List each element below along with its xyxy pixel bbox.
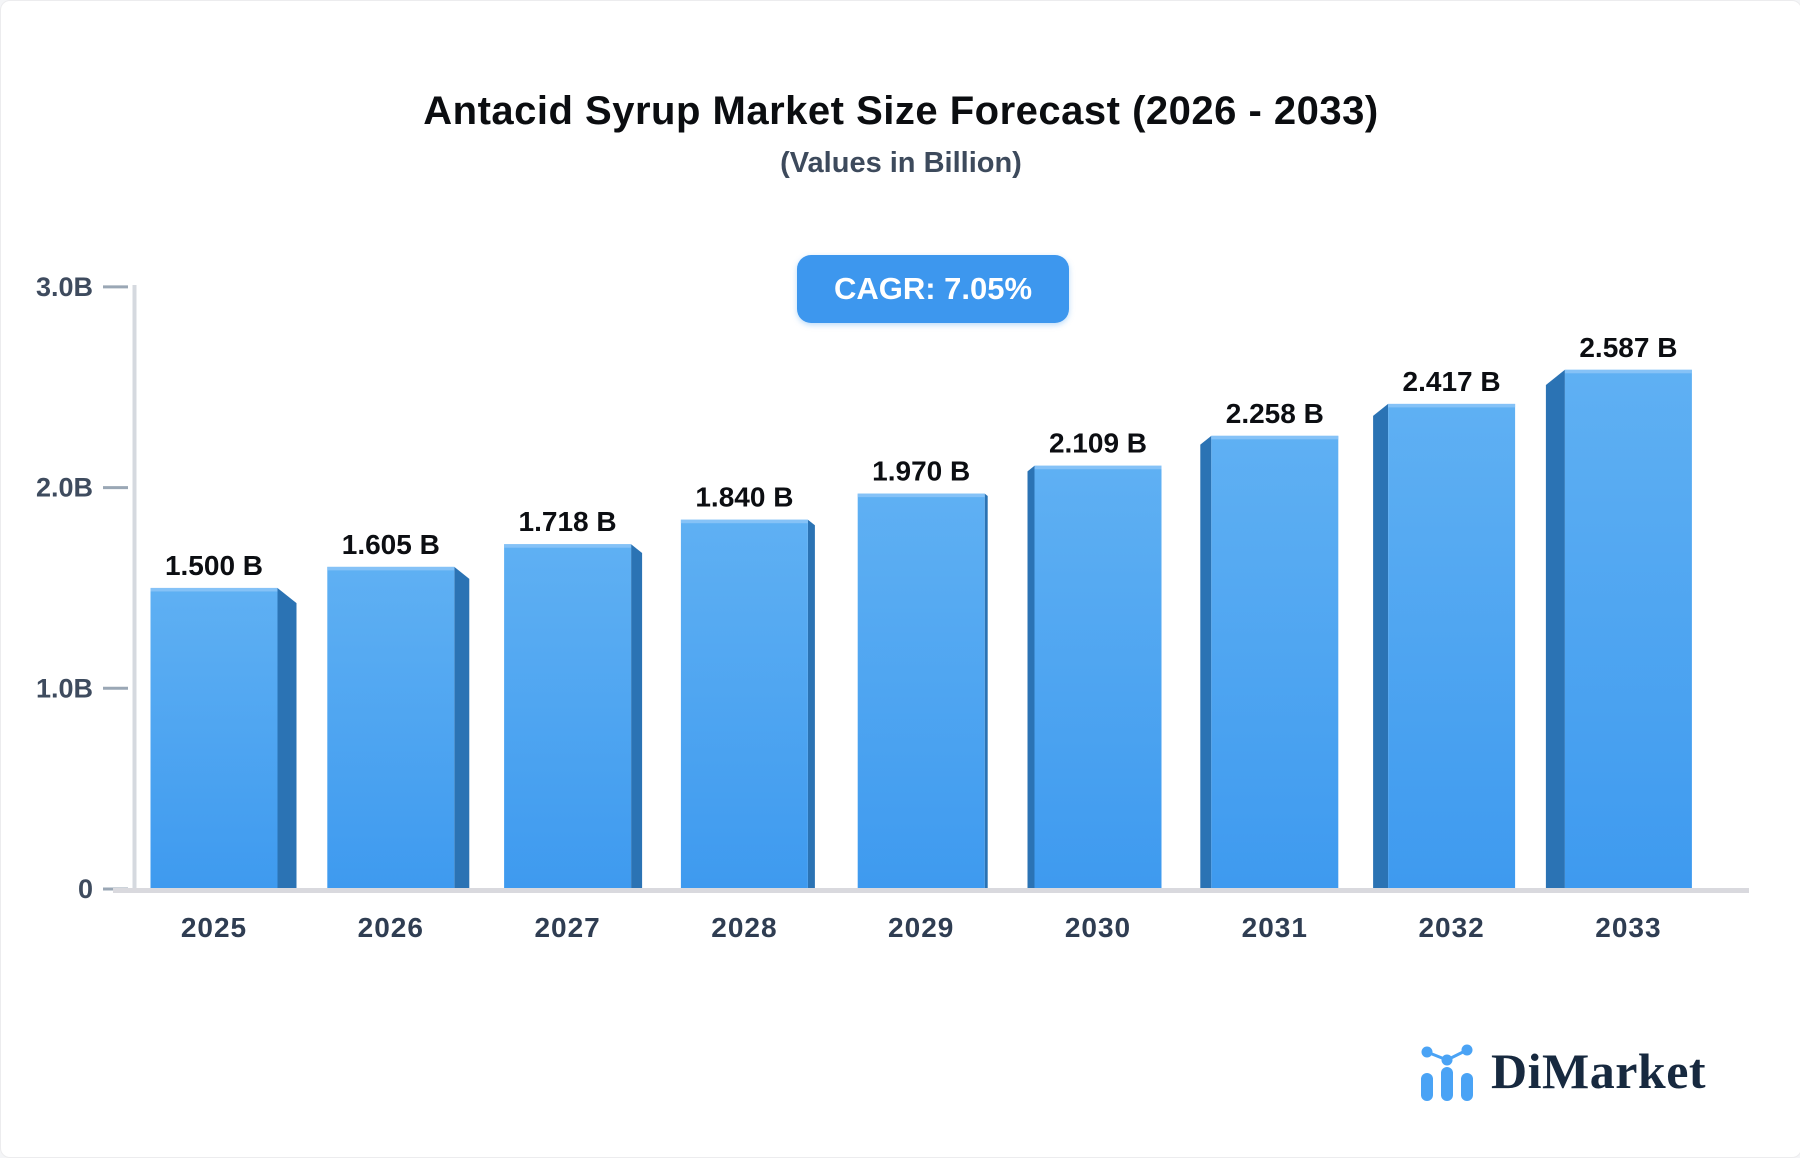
- bar-top-highlight: [857, 493, 985, 498]
- dimarket-logo-text: DiMarket: [1491, 1043, 1707, 1099]
- bar: [1388, 403, 1516, 889]
- chart-title: Antacid Syrup Market Size Forecast (2026…: [423, 89, 1379, 133]
- bar-value-label: 1.840 B: [695, 482, 793, 513]
- y-tick-label: 2.0B: [36, 473, 93, 503]
- chart-subtitle: (Values in Billion): [780, 147, 1022, 179]
- bar-side-face: [1027, 465, 1035, 889]
- bar-side-face: [631, 544, 643, 889]
- y-tick-label: 0: [78, 874, 93, 904]
- x-category-label: 2025: [181, 912, 247, 943]
- bar-side-face: [984, 493, 988, 889]
- x-category-label: 2027: [534, 912, 600, 943]
- bar-side-face: [1545, 369, 1565, 890]
- x-category-label: 2028: [711, 912, 777, 943]
- x-category-label: 2026: [358, 912, 424, 943]
- bar-value-label: 2.109 B: [1049, 428, 1147, 459]
- bar-value-label: 1.605 B: [342, 529, 440, 560]
- bar-top-highlight: [1211, 435, 1339, 440]
- y-tick-label: 1.0B: [36, 673, 93, 703]
- bar-side-face: [1200, 435, 1212, 889]
- bar-top-highlight: [327, 566, 455, 571]
- bar-top-highlight: [150, 587, 278, 592]
- bar: [680, 519, 808, 889]
- bar-side-face: [1373, 403, 1389, 889]
- bar-value-label: 2.587 B: [1579, 332, 1677, 363]
- bar: [1211, 435, 1339, 889]
- bar: [857, 493, 985, 889]
- bar-value-label: 1.718 B: [519, 506, 617, 537]
- bar: [504, 544, 632, 889]
- bar-side-face: [277, 587, 297, 889]
- bar-value-label: 2.417 B: [1403, 366, 1501, 397]
- x-category-label: 2032: [1418, 912, 1484, 943]
- bar-value-label: 2.258 B: [1226, 398, 1324, 429]
- bar-top-highlight: [1388, 403, 1516, 408]
- cagr-badge-label: CAGR: 7.05%: [833, 271, 1033, 306]
- x-category-label: 2031: [1242, 912, 1308, 943]
- bar-top-highlight: [680, 519, 808, 524]
- dimarket-logo-icon: [1421, 1044, 1473, 1101]
- bar-side-face: [454, 566, 470, 889]
- bar: [1034, 465, 1162, 889]
- y-tick-label: 3.0B: [36, 272, 93, 302]
- bar-top-highlight: [1564, 369, 1692, 374]
- x-category-label: 2029: [888, 912, 954, 943]
- x-category-label: 2033: [1595, 912, 1661, 943]
- bar: [1564, 369, 1692, 890]
- cagr-badge: CAGR: 7.05%: [797, 255, 1069, 323]
- bar-top-highlight: [1034, 465, 1162, 470]
- bar-value-label: 1.970 B: [872, 456, 970, 487]
- bar-side-face: [807, 519, 815, 889]
- dimarket-logo: DiMarket: [1419, 1041, 1706, 1101]
- bar-value-label: 1.500 B: [165, 550, 263, 581]
- bar: [150, 587, 278, 889]
- x-category-label: 2030: [1065, 912, 1131, 943]
- bar-top-highlight: [504, 544, 632, 548]
- bar: [327, 566, 455, 889]
